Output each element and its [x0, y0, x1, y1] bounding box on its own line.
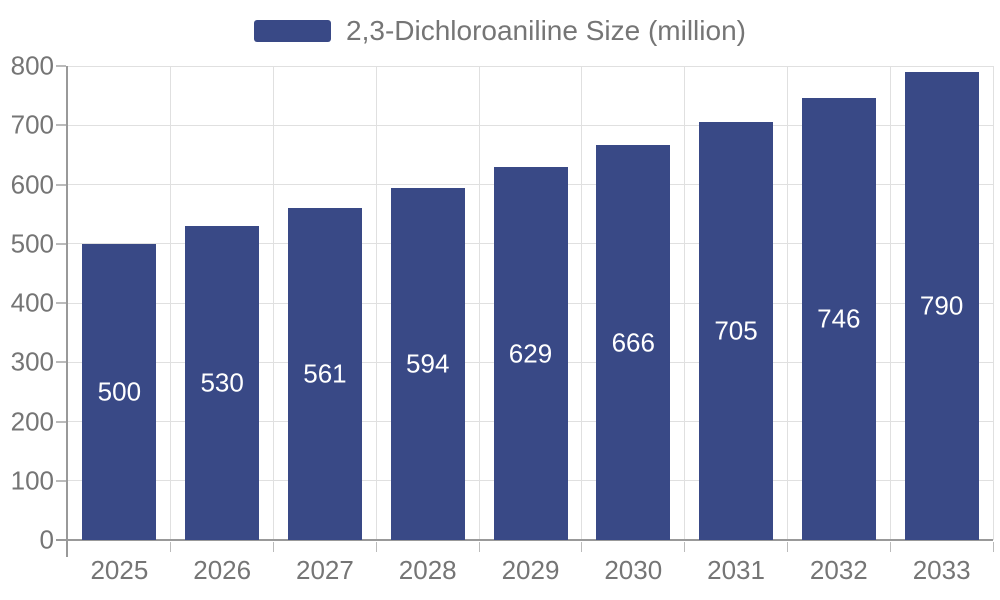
y-axis-tick-label: 700	[10, 109, 54, 140]
category-boundary-gridline	[478, 66, 480, 540]
y-axis-tick-label: 800	[10, 50, 54, 81]
legend-label: 2,3-Dichloroaniline Size (million)	[346, 15, 746, 46]
x-axis-tick	[786, 542, 788, 552]
bar[interactable]: 666	[596, 145, 671, 540]
bar-value-label: 666	[611, 327, 655, 358]
y-axis-tick-label: 500	[10, 228, 54, 259]
x-axis-tick-label: 2033	[912, 555, 971, 585]
bar-value-label: 561	[303, 358, 347, 389]
y-axis-tick-label: 400	[10, 287, 54, 318]
y-axis-tick-label: 100	[10, 465, 54, 496]
x-axis-tick	[478, 542, 480, 552]
y-gridline	[68, 65, 993, 67]
y-axis-tick	[56, 65, 66, 67]
category-boundary-gridline	[273, 66, 275, 540]
bar-value-label: 500	[97, 376, 142, 407]
bar[interactable]: 594	[390, 188, 465, 540]
category-boundary-gridline	[992, 66, 994, 540]
x-axis-tick	[170, 542, 172, 552]
legend-swatch-icon	[254, 20, 332, 42]
x-axis-tick-label: 2031	[707, 555, 765, 585]
y-axis-tick	[56, 420, 66, 423]
legend[interactable]: 2,3-Dichloroaniline Size (million)	[0, 14, 1000, 48]
category-boundary-gridline	[581, 66, 583, 540]
category-boundary-gridline	[889, 66, 891, 540]
y-axis-tick-label: 0	[39, 524, 54, 555]
bar-value-label: 594	[406, 348, 450, 379]
y-axis-tick	[56, 479, 66, 482]
bar[interactable]: 500	[82, 243, 157, 540]
x-axis-tick-label: 2026	[193, 555, 252, 585]
x-axis-tick-label: 2029	[501, 555, 560, 585]
bar-value-label: 790	[919, 290, 964, 321]
y-axis-tick-label: 600	[10, 169, 54, 199]
y-axis-tick	[56, 183, 66, 186]
x-axis-line	[56, 539, 993, 541]
y-axis-line	[66, 66, 68, 557]
y-axis-tick	[56, 242, 66, 245]
category-boundary-gridline	[170, 66, 172, 540]
x-axis-tick-label: 2032	[809, 555, 868, 585]
x-axis-tick-label: 2027	[296, 555, 354, 585]
bar[interactable]: 790	[904, 71, 979, 540]
x-axis-tick-label: 2030	[604, 555, 663, 585]
x-axis-tick	[992, 542, 994, 552]
y-axis-tick	[56, 124, 66, 127]
bar[interactable]: 561	[287, 207, 362, 540]
category-boundary-gridline	[786, 66, 788, 540]
x-axis-tick	[889, 542, 891, 552]
y-axis-tick	[56, 302, 66, 304]
x-axis-tick	[273, 542, 275, 552]
bar-value-label: 705	[714, 315, 758, 346]
x-axis-tick	[684, 542, 686, 552]
bar[interactable]: 746	[801, 98, 876, 540]
y-axis-tick-label: 300	[10, 346, 54, 377]
bar[interactable]: 705	[699, 122, 774, 540]
y-axis-tick-label: 200	[10, 406, 54, 436]
plot-area: 0 100 200 300 400 500 600 700 800 500 2025 530 2026 5…	[11, 51, 994, 585]
bar-value-label: 746	[817, 303, 861, 334]
bar-value-label: 530	[200, 367, 244, 398]
bar[interactable]: 629	[493, 167, 568, 540]
bar[interactable]: 530	[185, 225, 260, 540]
category-boundary-gridline	[375, 66, 377, 540]
x-axis-tick	[375, 542, 377, 552]
bar-value-label: 629	[508, 338, 553, 369]
y-axis-tick	[56, 361, 66, 364]
x-axis-tick	[581, 542, 583, 552]
x-axis-tick-label: 2028	[398, 555, 457, 585]
category-boundary-gridline	[684, 66, 686, 540]
x-axis-tick-label: 2025	[90, 555, 149, 585]
